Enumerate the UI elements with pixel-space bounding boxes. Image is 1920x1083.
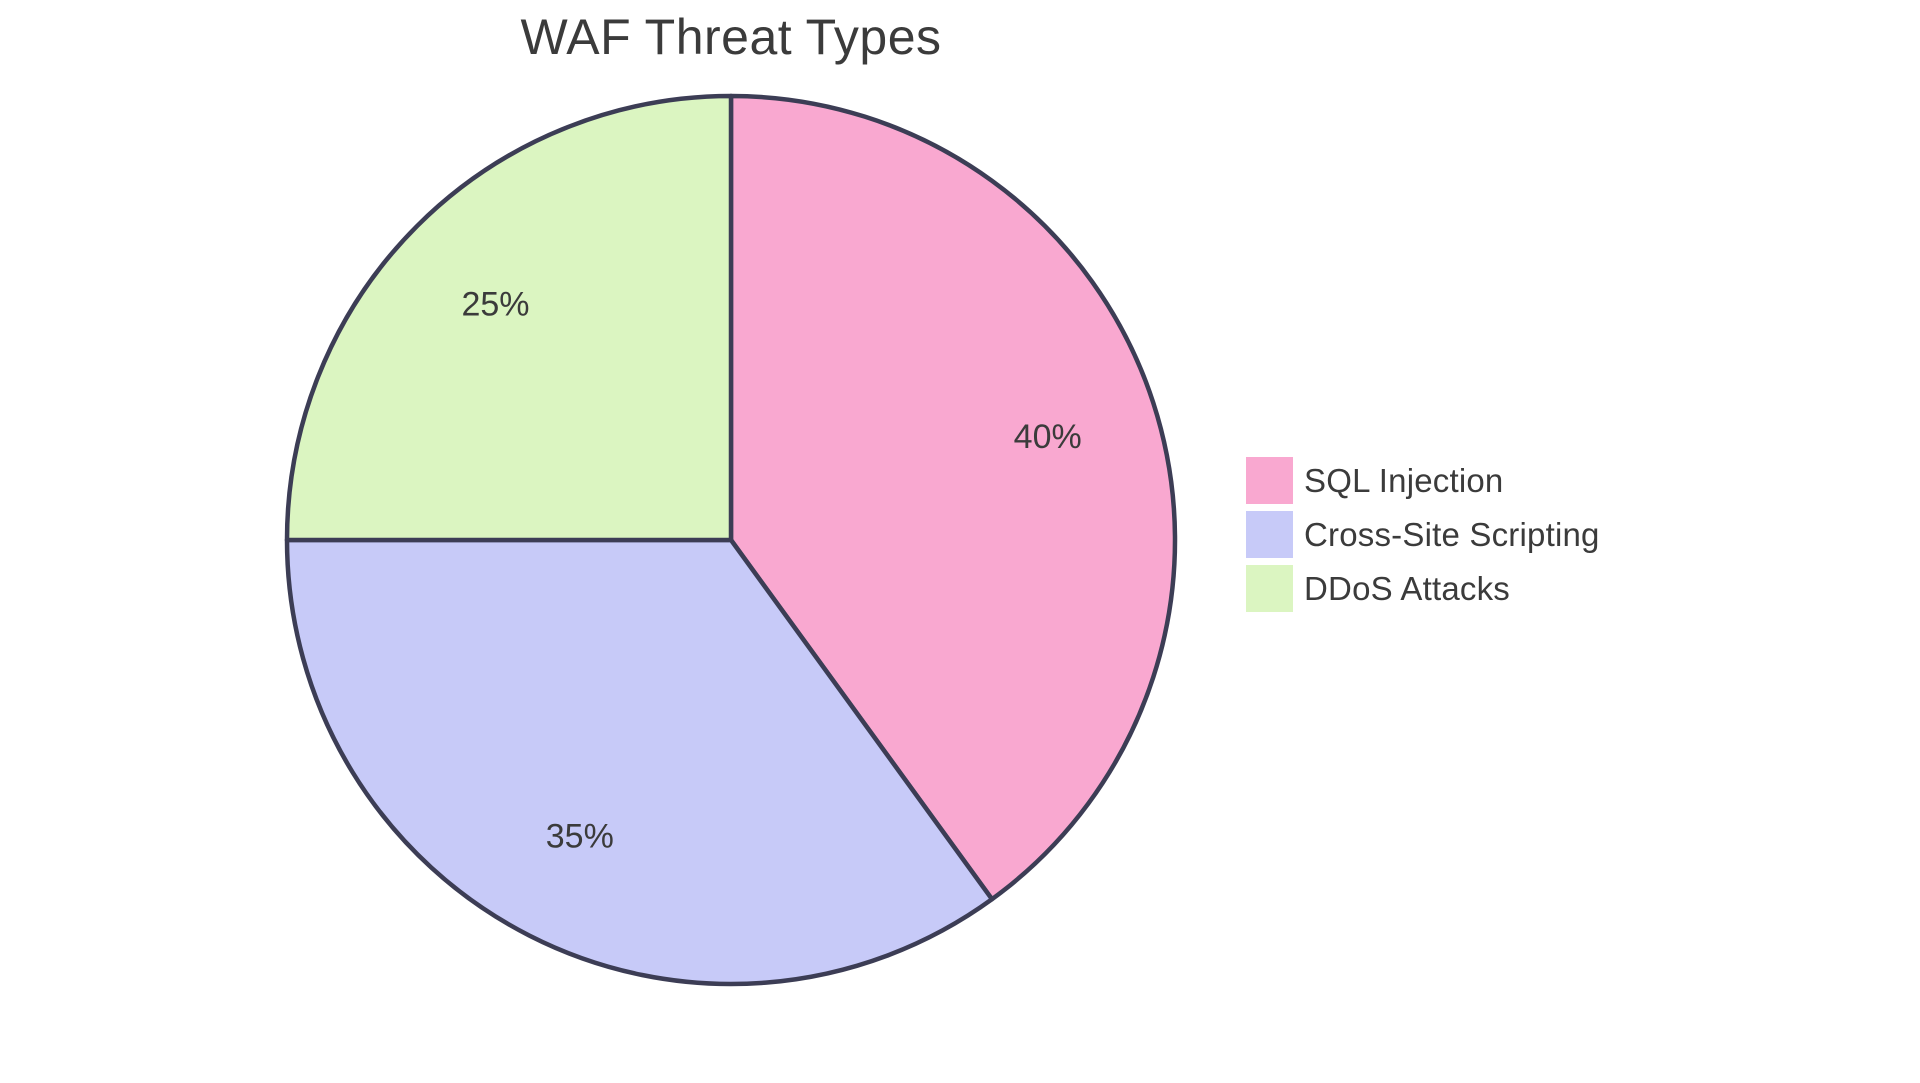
- legend-item-ddos-attacks: DDoS Attacks: [1246, 565, 1600, 612]
- legend-item-sql-injection: SQL Injection: [1246, 457, 1600, 504]
- pie-percent-label: 40%: [1014, 418, 1082, 456]
- legend-swatch-ddos-attacks: [1246, 565, 1293, 612]
- legend-label-sql-injection: SQL Injection: [1304, 461, 1504, 499]
- legend-item-cross-site-scripting: Cross-Site Scripting: [1246, 511, 1600, 558]
- chart-title: WAF Threat Types: [520, 9, 942, 65]
- pie-percent-label: 35%: [546, 818, 614, 856]
- legend-label-cross-site-scripting: Cross-Site Scripting: [1304, 515, 1600, 553]
- pie-slice-sql-injection: [728, 93, 1178, 902]
- legend-label-ddos-attacks: DDoS Attacks: [1304, 569, 1510, 607]
- pie-slice-cross-site-scripting: [284, 537, 995, 987]
- legend: SQL Injection Cross-Site Scripting DDoS …: [1246, 457, 1600, 612]
- legend-swatch-sql-injection: [1246, 457, 1293, 504]
- pie-percent-label: 25%: [461, 286, 529, 324]
- legend-swatch-cross-site-scripting: [1246, 511, 1293, 558]
- pie-slice-ddos-attacks: [284, 93, 734, 543]
